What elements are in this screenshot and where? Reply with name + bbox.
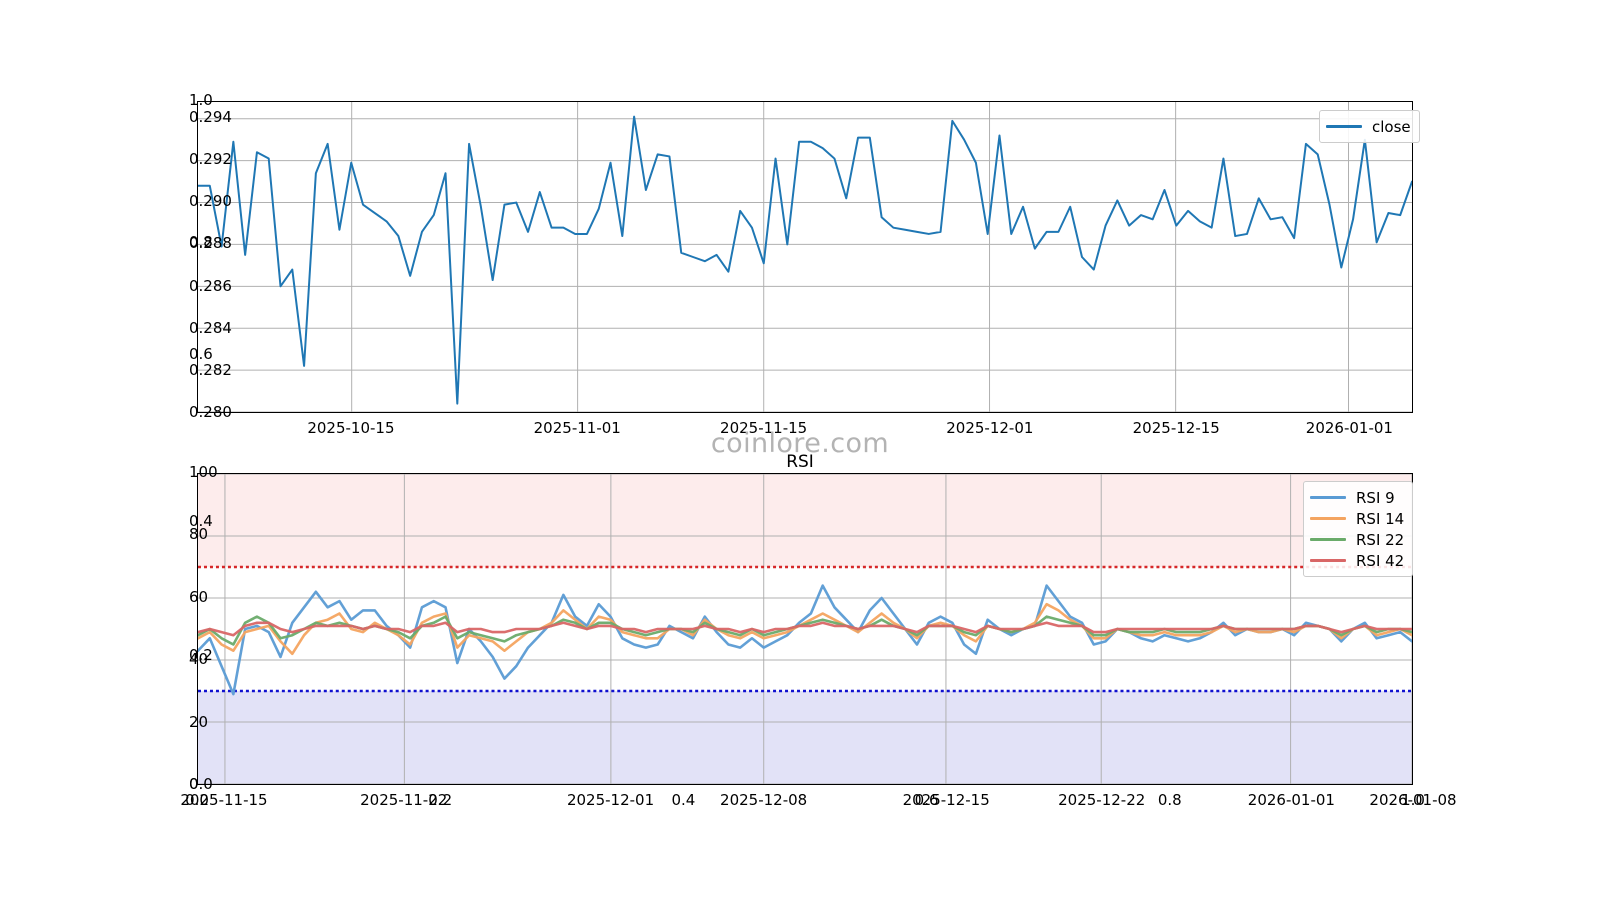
rsi-chart-legend[interactable]: RSI 9 RSI 14 RSI 22 RSI 42: [1303, 481, 1414, 577]
legend-swatch-rsi-42: [1310, 559, 1346, 562]
rsi-xtick-2026-01-08: 2026-01-08: [1369, 791, 1457, 809]
rsi-subplot-title: RSI: [786, 452, 814, 472]
legend-swatch-rsi-9: [1310, 496, 1346, 499]
rsi-series-rsi-42: [198, 621, 1412, 637]
rsi-secondary-xtick-1.0: 1.0: [1401, 791, 1425, 809]
legend-item-rsi-14[interactable]: RSI 14: [1310, 508, 1404, 529]
rsi-secondary-xtick-0.8: 0.8: [1157, 791, 1182, 809]
legend-item-rsi-42[interactable]: RSI 42: [1310, 550, 1404, 571]
legend-label-rsi-9: RSI 9: [1356, 488, 1395, 507]
legend-item-rsi-22[interactable]: RSI 22: [1310, 529, 1404, 550]
legend-item-rsi-9[interactable]: RSI 9: [1310, 487, 1404, 508]
price-xtick-2026-01-01: 2026-01-01: [1305, 419, 1393, 437]
legend-swatch-rsi-22: [1310, 538, 1346, 541]
price-xtick-2025-12-01: 2025-12-01: [946, 419, 1034, 437]
legend-label-close: close: [1372, 117, 1411, 136]
price-xtick-2025-11-15: 2025-11-15: [720, 419, 808, 437]
rsi-secondary-xtick-0.2: 0.2: [428, 791, 453, 809]
watermark-coinlore: coinlore.com: [710, 428, 890, 459]
rsi-secondary-xtick-0.6: 0.6: [914, 791, 939, 809]
rsi-oversold-band: [198, 691, 1412, 784]
legend-swatch-close: [1326, 125, 1362, 128]
price-chart-plot-area: [197, 101, 1413, 413]
rsi-xtick-2025-12-08: 2025-12-08: [720, 791, 808, 809]
rsi-xtick-2025-12-22: 2025-12-22: [1058, 791, 1146, 809]
legend-label-rsi-22: RSI 22: [1356, 530, 1405, 549]
rsi-overbought-band: [198, 474, 1412, 567]
rsi-chart-plot-area: [197, 473, 1413, 785]
rsi-chart-svg: [198, 474, 1412, 784]
price-xtick-2025-12-15: 2025-12-15: [1132, 419, 1220, 437]
rsi-xtick-2025-12-01: 2025-12-01: [566, 791, 655, 809]
rsi-series-rsi-14: [198, 602, 1412, 656]
legend-label-rsi-42: RSI 42: [1356, 551, 1405, 570]
price-chart-legend[interactable]: close: [1319, 110, 1420, 143]
rsi-secondary-xtick-0.4: 0.4: [671, 791, 696, 809]
legend-label-rsi-14: RSI 14: [1356, 509, 1405, 528]
legend-item-close[interactable]: close: [1326, 116, 1411, 137]
rsi-xtick-2025-11-15: 2025-11-15: [180, 791, 268, 809]
legend-swatch-rsi-14: [1310, 517, 1346, 520]
price-xtick-2025-11-01: 2025-11-01: [533, 419, 621, 437]
price-series-close: [198, 115, 1412, 405]
rsi-xtick-2025-12-15: 2025-12-15: [902, 791, 990, 809]
rsi-xtick-2026-01-01: 2026-01-01: [1247, 791, 1335, 809]
price-xtick-2025-10-15: 2025-10-15: [307, 419, 395, 437]
rsi-series-rsi-9: [198, 584, 1412, 696]
price-chart-svg: [198, 102, 1412, 412]
rsi-xtick-2025-11-22: 2025-11-22: [360, 791, 448, 809]
rsi-secondary-xtick-0.0: 0.0: [185, 791, 209, 809]
